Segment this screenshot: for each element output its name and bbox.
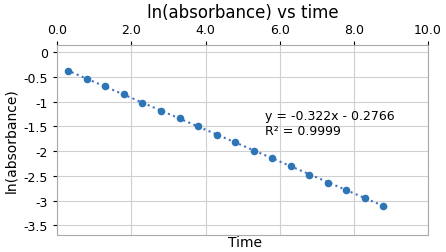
Point (213, 133, 220, 137)
Y-axis label: ln(absorbance): ln(absorbance) (4, 88, 18, 193)
Point (306, 173, 313, 177)
Title: ln(absorbance) vs time: ln(absorbance) vs time (147, 4, 339, 22)
Point (324, 181, 331, 185)
Point (343, 188, 350, 193)
Text: y = -0.322x - 0.2766
R² = 0.9999: y = -0.322x - 0.2766 R² = 0.9999 (265, 110, 394, 138)
Point (102, 85, 109, 89)
Point (65, 69, 72, 73)
Point (120, 93, 128, 97)
Point (380, 204, 387, 208)
Point (194, 125, 202, 129)
Point (83, 77, 91, 81)
Text: Time: Time (228, 236, 262, 249)
Point (139, 101, 146, 105)
Point (157, 109, 165, 113)
Point (176, 116, 183, 120)
Point (250, 149, 257, 153)
Point (268, 157, 276, 161)
Point (231, 141, 239, 145)
Point (287, 165, 294, 169)
Point (361, 197, 368, 201)
